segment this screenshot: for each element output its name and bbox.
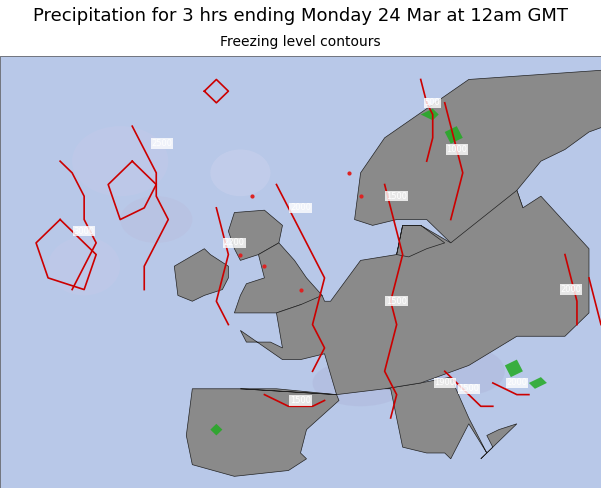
Polygon shape xyxy=(234,243,322,313)
Ellipse shape xyxy=(313,360,409,407)
Polygon shape xyxy=(240,190,589,395)
Text: 1500: 1500 xyxy=(290,396,311,405)
Ellipse shape xyxy=(433,348,505,395)
Ellipse shape xyxy=(120,196,192,243)
Polygon shape xyxy=(186,389,339,476)
Text: Precipitation for 3 hrs ending Monday 24 Mar at 12am GMT: Precipitation for 3 hrs ending Monday 24… xyxy=(33,7,568,25)
Polygon shape xyxy=(529,377,547,389)
Ellipse shape xyxy=(210,149,270,196)
Polygon shape xyxy=(174,249,228,301)
Text: 2000: 2000 xyxy=(507,379,527,387)
Polygon shape xyxy=(210,424,222,435)
Polygon shape xyxy=(421,109,439,121)
Text: 2000: 2000 xyxy=(561,285,581,294)
Polygon shape xyxy=(385,377,517,459)
Polygon shape xyxy=(505,360,523,377)
Text: 500: 500 xyxy=(425,98,441,107)
Ellipse shape xyxy=(48,237,120,295)
Ellipse shape xyxy=(72,126,168,196)
Text: 2500: 2500 xyxy=(152,139,172,148)
Polygon shape xyxy=(355,68,601,249)
Text: 1900: 1900 xyxy=(435,379,455,387)
Polygon shape xyxy=(228,210,282,261)
Text: 1500: 1500 xyxy=(386,297,407,306)
Polygon shape xyxy=(445,126,463,143)
Text: Freezing level contours: Freezing level contours xyxy=(220,35,381,49)
Text: 2200: 2200 xyxy=(224,238,245,247)
Ellipse shape xyxy=(505,255,577,325)
Polygon shape xyxy=(397,225,445,257)
Text: 1000: 1000 xyxy=(447,145,467,154)
Text: 2000: 2000 xyxy=(290,203,311,212)
Text: 3000: 3000 xyxy=(73,227,95,236)
Text: 1500: 1500 xyxy=(386,192,407,201)
Text: 1500: 1500 xyxy=(459,384,479,393)
